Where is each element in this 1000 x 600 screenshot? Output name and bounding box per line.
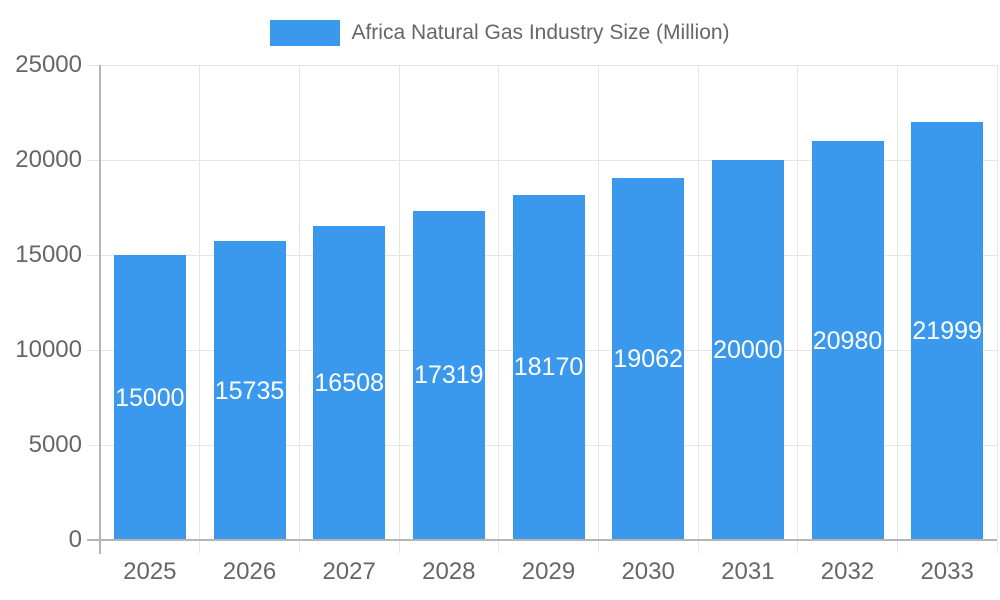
gridline-vertical: [298, 65, 300, 553]
bar-2026[interactable]: [213, 241, 286, 540]
gridline-horizontal: [87, 159, 997, 161]
gridline-vertical: [498, 65, 500, 553]
legend[interactable]: Africa Natural Gas Industry Size (Millio…: [0, 20, 1000, 46]
x-axis-tick-label: 2026: [222, 558, 277, 585]
y-axis-tick-label: 5000: [28, 431, 82, 458]
legend-swatch-icon: [270, 20, 341, 46]
gridline-vertical: [398, 65, 400, 553]
bar-value-label: 15000: [115, 383, 185, 412]
bar-value-label: 16508: [314, 369, 384, 398]
gridline-horizontal: [87, 64, 997, 66]
x-axis-tick-label: 2033: [920, 558, 974, 585]
bar-2030[interactable]: [612, 177, 685, 540]
gridline-vertical: [896, 65, 898, 553]
bar-2033[interactable]: [911, 122, 984, 540]
bar-2029[interactable]: [512, 194, 585, 540]
bar-2027[interactable]: [313, 226, 386, 540]
legend-label: Africa Natural Gas Industry Size (Millio…: [351, 21, 730, 44]
x-axis-tick-label: 2025: [123, 558, 177, 585]
bar-value-label: 15735: [214, 376, 285, 405]
gridline-vertical: [199, 65, 201, 553]
bar-2028[interactable]: [412, 210, 485, 540]
bar-value-label: 20980: [812, 326, 883, 355]
bar-value-label: 20000: [713, 336, 783, 364]
bar-2025[interactable]: [113, 255, 186, 540]
bar-value-label: 17319: [414, 361, 484, 390]
x-axis-line: [87, 539, 997, 541]
x-axis-tick-label: 2029: [521, 558, 576, 585]
y-axis-line: [99, 65, 101, 554]
x-axis-tick-label: 2030: [621, 558, 675, 585]
bar-2031[interactable]: [711, 160, 784, 540]
y-axis-tick-label: 15000: [15, 241, 82, 268]
x-axis-tick-label: 2028: [422, 558, 476, 585]
gridline-vertical: [697, 65, 699, 553]
y-axis-tick-label: 0: [68, 526, 82, 553]
bar-value-label: 19062: [613, 344, 683, 373]
gridline-vertical: [996, 65, 998, 553]
y-axis-tick-label: 25000: [15, 51, 82, 78]
gridline-vertical: [597, 65, 599, 553]
bar-value-label: 21999: [912, 317, 982, 345]
y-axis-tick-label: 20000: [15, 146, 82, 173]
gridline-vertical: [797, 65, 799, 553]
y-axis-tick-label: 10000: [15, 336, 82, 363]
x-axis-tick-label: 2032: [820, 558, 875, 585]
bar-2032[interactable]: [811, 141, 884, 540]
x-axis-tick-label: 2027: [322, 558, 376, 585]
x-axis-tick-label: 2031: [721, 558, 775, 585]
bar-value-label: 18170: [513, 353, 584, 382]
